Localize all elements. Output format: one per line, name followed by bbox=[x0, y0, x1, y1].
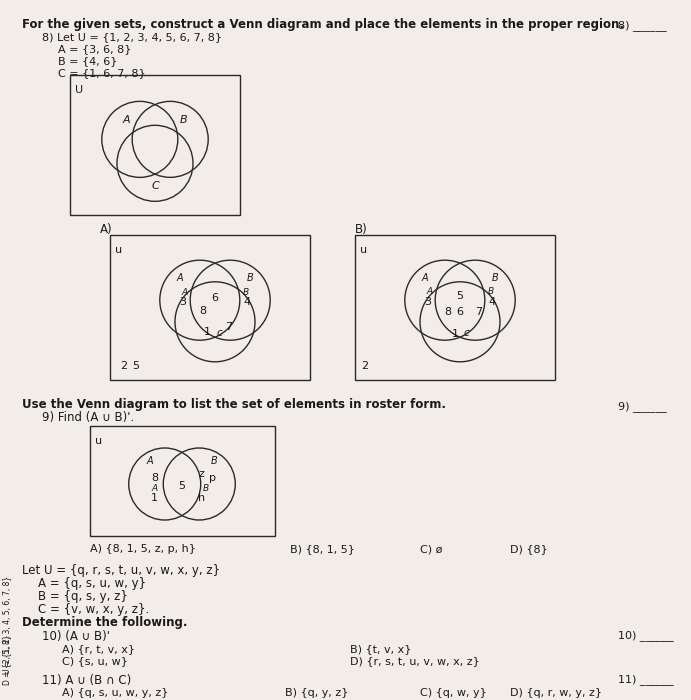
Text: u: u bbox=[360, 245, 367, 255]
Text: A) {r, t, v, x}: A) {r, t, v, x} bbox=[62, 644, 135, 654]
Text: C = {1, 6, 7, 8}: C = {1, 6, 7, 8} bbox=[58, 68, 146, 78]
Text: 1: 1 bbox=[205, 327, 211, 337]
Text: 5: 5 bbox=[457, 291, 464, 301]
Text: 6: 6 bbox=[211, 293, 218, 303]
Text: C) {s, u, w}: C) {s, u, w} bbox=[62, 656, 128, 666]
Text: A = {q, s, u, w, y}: A = {q, s, u, w, y} bbox=[38, 577, 146, 590]
Text: B = {4, 6}: B = {4, 6} bbox=[58, 56, 117, 66]
Text: 6: 6 bbox=[457, 307, 464, 317]
Text: B: B bbox=[180, 116, 187, 125]
Text: C = {v, w, x, y, z}.: C = {v, w, x, y, z}. bbox=[38, 603, 149, 616]
Text: U: U bbox=[75, 85, 83, 95]
Text: C) {q, w, y}: C) {q, w, y} bbox=[420, 688, 486, 698]
Text: B: B bbox=[243, 288, 249, 297]
Text: u: u bbox=[115, 245, 122, 255]
Text: B: B bbox=[210, 456, 217, 466]
Text: 4: 4 bbox=[489, 298, 495, 307]
Text: 7: 7 bbox=[225, 321, 233, 332]
Text: A: A bbox=[147, 456, 153, 466]
Text: h: h bbox=[198, 493, 205, 503]
Bar bbox=[70, 75, 240, 215]
Text: B) {t, v, x}: B) {t, v, x} bbox=[350, 644, 411, 654]
Text: A): A) bbox=[100, 223, 113, 236]
Text: A: A bbox=[182, 288, 188, 297]
Text: U = {1, 2, 3, 4, 5, 6, 7, 8}: U = {1, 2, 3, 4, 5, 6, 7, 8} bbox=[3, 576, 12, 674]
Text: 11) A ∪ (B ∩ C): 11) A ∪ (B ∩ C) bbox=[42, 674, 131, 687]
Text: A: A bbox=[176, 273, 183, 284]
Text: 10) (A ∪ B)': 10) (A ∪ B)' bbox=[42, 630, 110, 643]
Text: p: p bbox=[209, 473, 216, 482]
Text: B) {8, 1, 5}: B) {8, 1, 5} bbox=[290, 544, 355, 554]
Text: A = {3, 6, 8}: A = {3, 6, 8} bbox=[58, 44, 131, 54]
Text: For the given sets, construct a Venn diagram and place the elements in the prope: For the given sets, construct a Venn dia… bbox=[22, 18, 624, 31]
Text: B: B bbox=[492, 273, 499, 284]
Text: 10) ______: 10) ______ bbox=[618, 630, 674, 641]
Text: c: c bbox=[216, 328, 222, 338]
Text: c: c bbox=[463, 328, 469, 338]
Bar bbox=[110, 235, 310, 380]
Text: B) {q, y, z}: B) {q, y, z} bbox=[285, 688, 348, 698]
Text: Use the Venn diagram to list the set of elements in roster form.: Use the Venn diagram to list the set of … bbox=[22, 398, 446, 411]
Text: 8) ______: 8) ______ bbox=[618, 20, 667, 31]
Text: B = {q, s, y, z}: B = {q, s, y, z} bbox=[38, 590, 128, 603]
Bar bbox=[355, 235, 555, 380]
Text: D = {2, 5, 8}: D = {2, 5, 8} bbox=[3, 635, 12, 685]
Text: 2: 2 bbox=[120, 361, 128, 371]
Text: 9) Find (A ∪ B)'.: 9) Find (A ∪ B)'. bbox=[42, 411, 134, 424]
Text: B: B bbox=[247, 273, 254, 284]
Text: Let U = {q, r, s, t, u, v, w, x, y, z}: Let U = {q, r, s, t, u, v, w, x, y, z} bbox=[22, 564, 220, 577]
Text: 9) ______: 9) ______ bbox=[618, 401, 667, 412]
Text: z: z bbox=[198, 469, 204, 479]
Text: 4: 4 bbox=[243, 298, 251, 307]
Text: 3: 3 bbox=[180, 298, 187, 307]
Text: B: B bbox=[487, 287, 493, 296]
Text: A: A bbox=[123, 116, 131, 125]
Text: 5: 5 bbox=[133, 361, 140, 371]
Text: 8: 8 bbox=[200, 306, 207, 316]
Text: 11) ______: 11) ______ bbox=[618, 674, 674, 685]
Text: C) ø: C) ø bbox=[420, 544, 442, 554]
Text: A) {8, 1, 5, z, p, h}: A) {8, 1, 5, z, p, h} bbox=[90, 544, 196, 554]
Text: Determine the following.: Determine the following. bbox=[22, 616, 187, 629]
Text: A) {q, s, u, w, y, z}: A) {q, s, u, w, y, z} bbox=[62, 688, 169, 698]
Text: 7: 7 bbox=[475, 307, 482, 317]
Text: B: B bbox=[202, 484, 209, 493]
Text: D) {q, r, w, y, z}: D) {q, r, w, y, z} bbox=[510, 688, 602, 698]
Text: 3: 3 bbox=[424, 298, 431, 307]
Text: 8: 8 bbox=[444, 307, 451, 317]
Text: C: C bbox=[151, 181, 159, 191]
Text: D) {8}: D) {8} bbox=[510, 544, 548, 554]
Text: 1: 1 bbox=[452, 329, 459, 339]
Text: A: A bbox=[422, 273, 428, 284]
Text: 8: 8 bbox=[151, 473, 158, 482]
Text: 8) Let U = {1, 2, 3, 4, 5, 6, 7, 8}: 8) Let U = {1, 2, 3, 4, 5, 6, 7, 8} bbox=[42, 32, 222, 42]
Text: 1: 1 bbox=[151, 493, 158, 503]
Bar bbox=[90, 426, 275, 536]
Text: 2: 2 bbox=[361, 361, 368, 371]
Text: A: A bbox=[426, 287, 433, 296]
Text: 5: 5 bbox=[178, 481, 185, 491]
Text: A: A bbox=[151, 484, 158, 493]
Text: D) {r, s, t, u, v, w, x, z}: D) {r, s, t, u, v, w, x, z} bbox=[350, 656, 480, 666]
Text: u: u bbox=[95, 436, 102, 446]
Text: B): B) bbox=[355, 223, 368, 236]
